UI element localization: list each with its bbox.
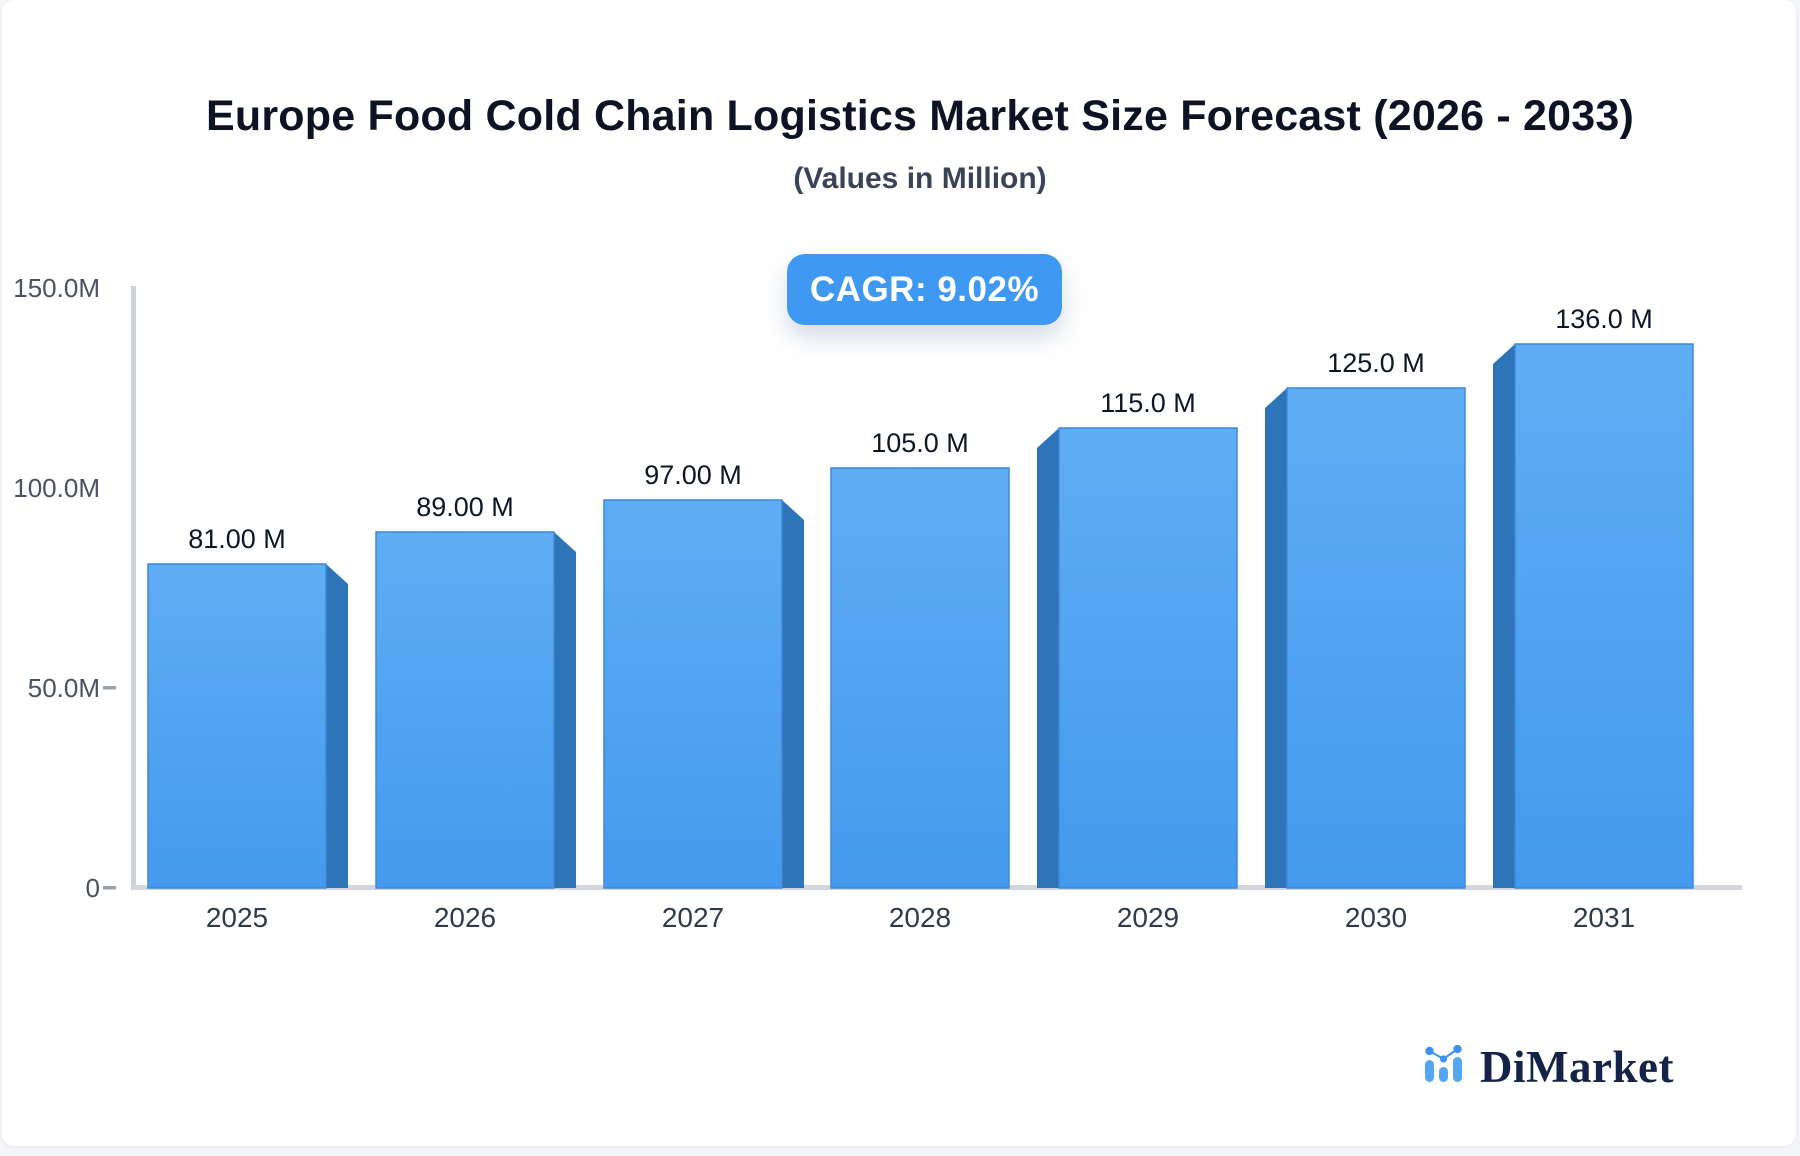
brand-logo: DiMarket — [1421, 1042, 1674, 1092]
bar-2026 — [375, 531, 555, 889]
cagr-badge-label: CAGR: 9.02% — [809, 269, 1040, 309]
value-label-2030: 125.0 M — [1327, 348, 1425, 378]
x-tick-label-2029: 2029 — [1117, 902, 1179, 933]
value-label-2026: 89.00 M — [416, 492, 514, 522]
bar-2030 — [1286, 387, 1466, 889]
bar-side-2025 — [326, 564, 348, 888]
bar-side-2027 — [782, 500, 804, 888]
value-label-2025: 81.00 M — [188, 524, 286, 554]
value-label-2028: 105.0 M — [871, 428, 969, 458]
value-label-2027: 97.00 M — [644, 460, 742, 490]
bar-2029 — [1058, 427, 1238, 889]
y-tick-label-0: 0 — [86, 873, 100, 903]
mini-bar-chart-icon — [1425, 1045, 1462, 1082]
x-tick-label-2030: 2030 — [1345, 902, 1407, 933]
bar-2028 — [830, 467, 1010, 889]
x-tick-label-2031: 2031 — [1573, 902, 1635, 933]
y-tick-label-50.0M: 50.0M — [28, 673, 100, 703]
cagr-badge: CAGR: 9.02% — [787, 254, 1062, 325]
x-tick-label-2026: 2026 — [434, 902, 496, 933]
value-label-2031: 136.0 M — [1555, 304, 1653, 334]
x-tick-label-2027: 2027 — [662, 902, 724, 933]
bar-side-2029 — [1037, 428, 1059, 888]
bar-side-2031 — [1493, 344, 1515, 888]
bar-2027 — [603, 499, 783, 889]
value-label-2029: 115.0 M — [1100, 388, 1196, 418]
y-tick-label-150.0M: 150.0M — [13, 273, 100, 303]
page-title: Europe Food Cold Chain Logistics Market … — [206, 92, 1634, 140]
y-tick-label-100.0M: 100.0M — [13, 473, 100, 503]
bar-2031 — [1514, 343, 1694, 889]
page-subtitle: (Values in Million) — [793, 162, 1047, 195]
bar-2025 — [147, 563, 327, 889]
y-tick-dash-50.0M — [103, 686, 116, 690]
bar-side-2026 — [554, 532, 576, 888]
y-tick-dash-0 — [103, 886, 116, 890]
x-tick-label-2025: 2025 — [206, 902, 268, 933]
brand-name: DiMarket — [1480, 1042, 1674, 1092]
x-tick-label-2028: 2028 — [889, 902, 951, 933]
y-axis-line — [131, 286, 136, 890]
bar-side-2030 — [1265, 388, 1287, 888]
